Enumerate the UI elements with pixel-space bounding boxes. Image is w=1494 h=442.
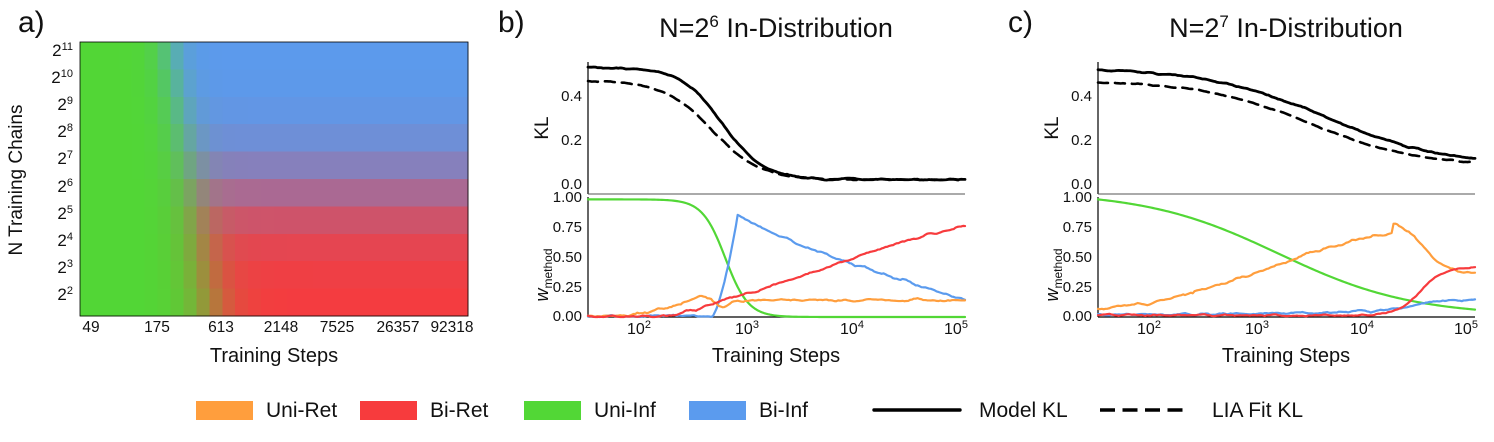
svg-text:Uni-Inf: Uni-Inf <box>594 399 656 422</box>
svg-text:KL: KL <box>532 116 553 139</box>
svg-text:N=27 In-Distribution: N=27 In-Distribution <box>1169 12 1403 43</box>
svg-text:26357: 26357 <box>376 319 419 336</box>
svg-text:613: 613 <box>208 319 234 336</box>
svg-text:c): c) <box>1008 6 1033 39</box>
svg-text:0.50: 0.50 <box>1063 249 1092 266</box>
svg-text:0.00: 0.00 <box>553 308 582 325</box>
svg-text:0.4: 0.4 <box>1071 88 1092 105</box>
svg-text:92318: 92318 <box>430 319 473 336</box>
svg-text:0.75: 0.75 <box>553 219 582 236</box>
svg-text:KL: KL <box>1042 116 1063 139</box>
svg-text:Training Steps: Training Steps <box>1222 345 1350 367</box>
svg-text:Bi-Ret: Bi-Ret <box>430 399 489 422</box>
svg-text:175: 175 <box>144 319 170 336</box>
svg-text:0.75: 0.75 <box>1063 219 1092 236</box>
svg-text:LIA Fit KL: LIA Fit KL <box>1212 399 1303 422</box>
svg-text:7525: 7525 <box>320 319 354 336</box>
svg-text:a): a) <box>18 6 45 39</box>
svg-text:N=26 In-Distribution: N=26 In-Distribution <box>659 12 893 43</box>
svg-text:N Training Chains: N Training Chains <box>6 104 27 255</box>
svg-text:1.00: 1.00 <box>1063 189 1092 206</box>
svg-text:0.2: 0.2 <box>1071 132 1092 149</box>
svg-text:1.00: 1.00 <box>553 189 582 206</box>
svg-text:49: 49 <box>82 319 99 336</box>
svg-text:0.25: 0.25 <box>553 279 582 296</box>
svg-text:b): b) <box>498 6 525 39</box>
svg-text:0.50: 0.50 <box>553 249 582 266</box>
svg-text:2148: 2148 <box>264 319 298 336</box>
svg-text:0.00: 0.00 <box>1063 308 1092 325</box>
svg-text:Bi-Inf: Bi-Inf <box>759 399 808 422</box>
svg-text:Model KL: Model KL <box>979 399 1068 422</box>
svg-text:0.2: 0.2 <box>561 132 582 149</box>
svg-text:Training Steps: Training Steps <box>712 345 840 367</box>
svg-text:0.25: 0.25 <box>1063 279 1092 296</box>
svg-text:0.4: 0.4 <box>561 88 582 105</box>
svg-text:Uni-Ret: Uni-Ret <box>266 399 337 422</box>
svg-text:Training Steps: Training Steps <box>210 345 338 367</box>
